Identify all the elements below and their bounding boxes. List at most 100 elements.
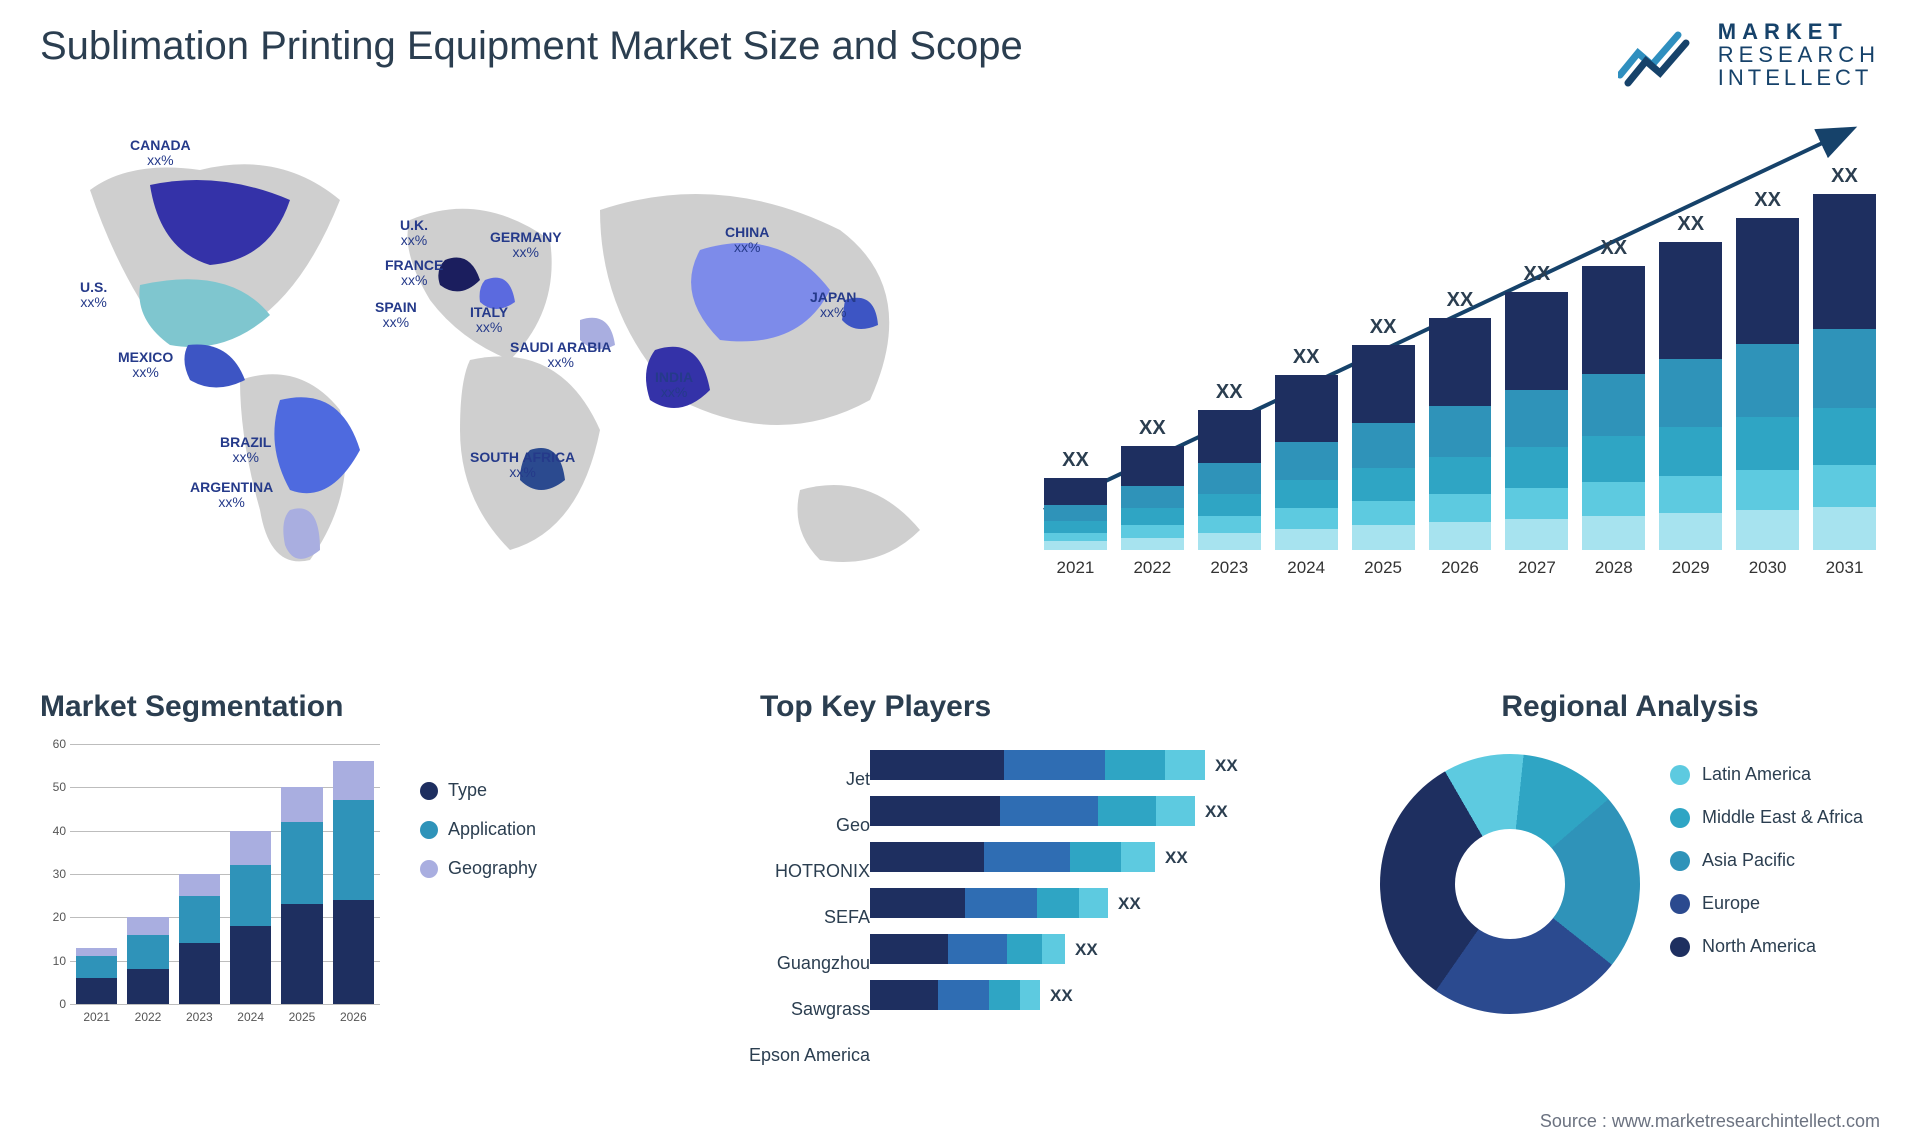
y-tick: 60: [40, 737, 66, 751]
segmentation-bar: [230, 831, 271, 1004]
legend-dot: [420, 782, 438, 800]
market-size-bar: XX: [1429, 318, 1492, 550]
market-size-bar: XX: [1044, 478, 1107, 550]
source-attribution: Source : www.marketresearchintellect.com: [1540, 1111, 1880, 1132]
segmentation-bar: [179, 874, 220, 1004]
country-label: INDIAxx%: [655, 370, 693, 401]
x-tick: 2026: [1429, 552, 1492, 590]
x-tick: 2028: [1582, 552, 1645, 590]
legend-item: Geography: [420, 858, 537, 879]
x-tick: 2029: [1659, 552, 1722, 590]
x-tick: 2031: [1813, 552, 1876, 590]
market-size-bar: XX: [1198, 410, 1261, 550]
player-bar: XX: [870, 838, 1290, 876]
legend-item: Europe: [1670, 893, 1863, 914]
market-size-bar: XX: [1121, 446, 1184, 550]
segmentation-bar: [281, 787, 322, 1004]
player-name: Sawgrass: [740, 986, 870, 1032]
y-tick: 50: [40, 780, 66, 794]
country-label: SOUTH AFRICAxx%: [470, 450, 575, 481]
country-label: JAPANxx%: [810, 290, 856, 321]
country-label: U.K.xx%: [400, 218, 428, 249]
player-value: XX: [1205, 802, 1228, 822]
player-bar: XX: [870, 930, 1290, 968]
country-label: GERMANYxx%: [490, 230, 562, 261]
x-tick: 2027: [1505, 552, 1568, 590]
market-size-bar: XX: [1582, 266, 1645, 550]
logo-text-2: RESEARCH: [1718, 43, 1880, 66]
legend-dot: [1670, 894, 1690, 914]
x-tick: 2030: [1736, 552, 1799, 590]
legend-item: North America: [1670, 936, 1863, 957]
country-label: ITALYxx%: [470, 305, 508, 336]
brand-logo: MARKET RESEARCH INTELLECT: [1618, 20, 1880, 89]
player-name: HOTRONIX: [740, 848, 870, 894]
x-tick: 2025: [1352, 552, 1415, 590]
market-size-bar: XX: [1659, 242, 1722, 550]
regional-panel: Regional Analysis Latin AmericaMiddle Ea…: [1380, 690, 1880, 724]
x-tick: 2024: [230, 1006, 271, 1034]
legend-item: Application: [420, 819, 537, 840]
legend-label: Asia Pacific: [1702, 850, 1795, 871]
legend-item: Latin America: [1670, 764, 1863, 785]
player-value: XX: [1165, 848, 1188, 868]
y-tick: 30: [40, 867, 66, 881]
legend-label: Geography: [448, 858, 537, 879]
legend-dot: [1670, 808, 1690, 828]
legend-item: Type: [420, 780, 537, 801]
regional-legend: Latin America Middle East & Africa Asia Pa…: [1670, 764, 1863, 979]
x-tick: 2021: [76, 1006, 117, 1034]
segmentation-panel: Market Segmentation 0102030405060 202120…: [40, 690, 600, 724]
segmentation-title: Market Segmentation: [40, 690, 600, 724]
world-map: CANADAxx%U.S.xx%MEXICOxx%BRAZILxx%ARGENT…: [40, 130, 980, 590]
logo-text-1: MARKET: [1718, 20, 1880, 43]
legend-label: North America: [1702, 936, 1816, 957]
player-name: Epson America: [740, 1032, 870, 1078]
regional-donut: [1380, 754, 1640, 1014]
player-value: XX: [1118, 894, 1141, 914]
player-bar: XX: [870, 792, 1290, 830]
segmentation-chart: 0102030405060 202120222023202420252026: [40, 744, 380, 1034]
page-title: Sublimation Printing Equipment Market Si…: [40, 24, 1023, 69]
y-tick: 20: [40, 910, 66, 924]
legend-label: Latin America: [1702, 764, 1811, 785]
player-bar: XX: [870, 884, 1290, 922]
player-name: Guangzhou: [740, 940, 870, 986]
y-tick: 10: [40, 954, 66, 968]
legend-label: Middle East & Africa: [1702, 807, 1863, 828]
country-label: CHINAxx%: [725, 225, 769, 256]
logo-icon: [1618, 23, 1704, 87]
legend-item: Asia Pacific: [1670, 850, 1863, 871]
player-value: XX: [1075, 940, 1098, 960]
player-name: Jet: [740, 756, 870, 802]
player-name: Geo: [740, 802, 870, 848]
players-panel: Top Key Players JetGeoHOTRONIXSEFAGuangz…: [760, 690, 1320, 724]
country-label: BRAZILxx%: [220, 435, 271, 466]
logo-text-3: INTELLECT: [1718, 66, 1880, 89]
country-label: MEXICOxx%: [118, 350, 173, 381]
y-tick: 40: [40, 824, 66, 838]
market-size-bar: XX: [1352, 345, 1415, 550]
legend-dot: [420, 860, 438, 878]
market-size-bar: XX: [1505, 292, 1568, 550]
players-chart: JetGeoHOTRONIXSEFAGuangzhouSawgrassEpson…: [870, 746, 1290, 1022]
country-label: SPAINxx%: [375, 300, 417, 331]
player-value: XX: [1215, 756, 1238, 776]
x-tick: 2023: [1198, 552, 1261, 590]
segmentation-legend: Type Application Geography: [420, 780, 537, 897]
segmentation-bar: [333, 761, 374, 1004]
segmentation-bar: [76, 948, 117, 1004]
legend-dot: [420, 821, 438, 839]
regional-title: Regional Analysis: [1380, 690, 1880, 724]
country-label: SAUDI ARABIAxx%: [510, 340, 611, 371]
legend-label: Application: [448, 819, 536, 840]
players-title: Top Key Players: [760, 690, 1320, 724]
x-tick: 2023: [179, 1006, 220, 1034]
country-label: CANADAxx%: [130, 138, 191, 169]
legend-dot: [1670, 851, 1690, 871]
market-size-chart: XXXXXXXXXXXXXXXXXXXXXX 20212022202320242…: [1040, 120, 1880, 590]
x-tick: 2022: [127, 1006, 168, 1034]
donut-hole: [1455, 829, 1565, 939]
legend-dot: [1670, 937, 1690, 957]
player-bar: XX: [870, 746, 1290, 784]
